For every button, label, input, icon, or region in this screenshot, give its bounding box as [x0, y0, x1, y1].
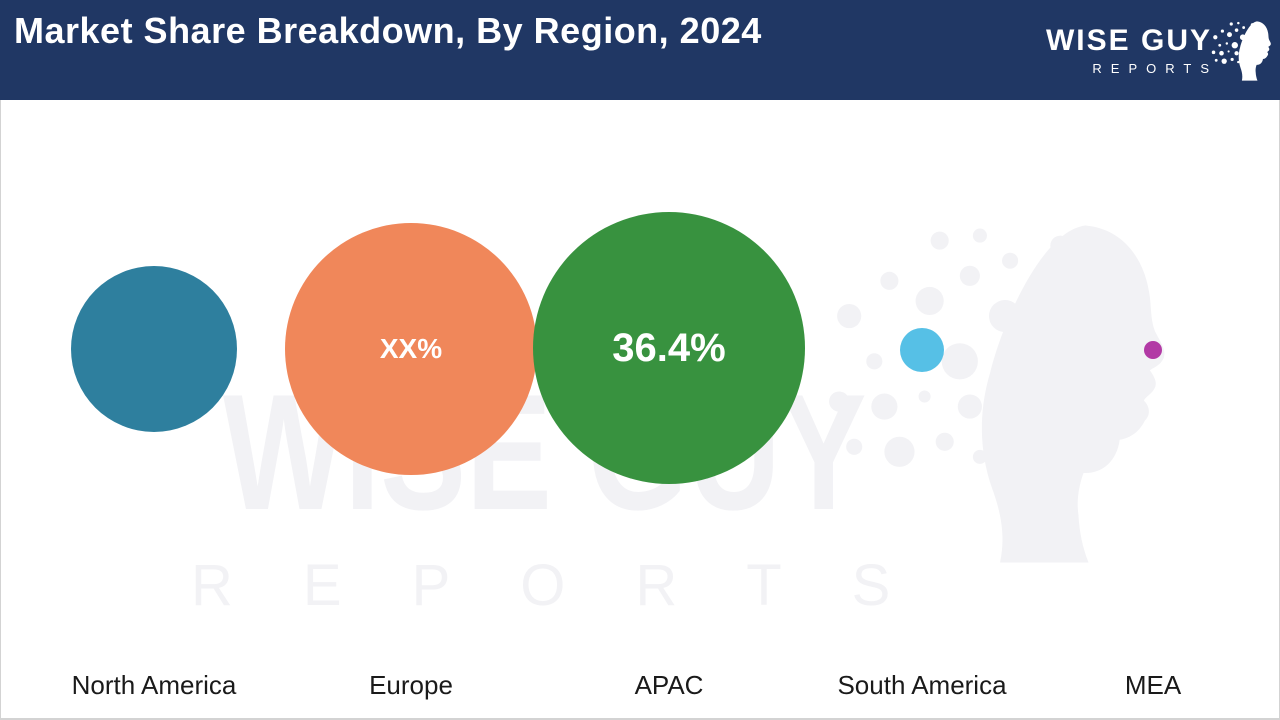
wise-guy-face-icon — [1210, 8, 1272, 94]
logo-subtitle: REPORTS — [1092, 61, 1218, 76]
logo-wordmark: WISE GUY — [1045, 24, 1212, 57]
bubble-apac-value[interactable]: 36.4% — [533, 212, 805, 484]
bubble-layer: XX% 36.4% — [1, 100, 1280, 720]
bubble-south-america[interactable] — [900, 328, 944, 372]
category-label-europe: Europe — [369, 670, 453, 700]
category-label-apac: APAC — [634, 670, 704, 700]
watermark-subtitle: REPORTS — [191, 553, 961, 618]
page-title: Market Share Breakdown, By Region, 2024 — [14, 10, 762, 51]
category-label-south-america: South America — [837, 670, 1007, 700]
wise-guy-logo: WISE GUY REPORTS — [1024, 4, 1274, 96]
header: Market Share Breakdown, By Region, 2024 … — [0, 0, 1280, 100]
bubble-europe-value[interactable]: XX% — [285, 223, 537, 475]
category-labels: North America Europe APAC South America MEA — [1, 100, 1280, 720]
chart-area: WISE GUY REPORTS XX% 36.4% North America E… — [0, 100, 1280, 720]
category-label-north-america: North America — [71, 670, 237, 700]
bubble-mea[interactable] — [1144, 341, 1162, 359]
logo-text: WISE GUY REPORTS — [1046, 24, 1212, 76]
category-label-mea: MEA — [1124, 670, 1182, 700]
bubble-north-america[interactable] — [71, 266, 237, 432]
